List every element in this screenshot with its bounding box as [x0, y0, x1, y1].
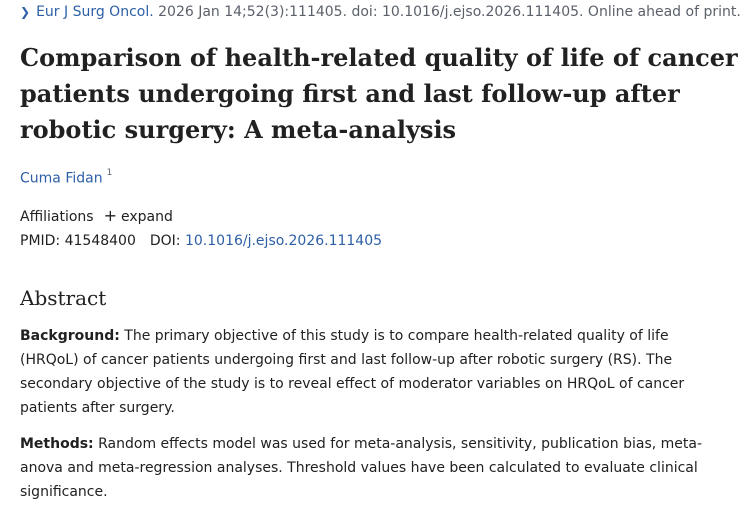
- doi-label: DOI:: [149, 233, 181, 249]
- plus-icon[interactable]: +: [103, 206, 117, 225]
- affiliations-row: Affiliations + expand: [20, 206, 173, 225]
- article-title: Comparison of health-related quality of …: [20, 43, 738, 144]
- expand-button[interactable]: expand: [121, 209, 173, 225]
- pmid-label: PMID:: [20, 233, 61, 249]
- methods-paragraph: Methods: Random effects model was used f…: [20, 432, 730, 504]
- pmid-value: 41548400: [64, 233, 136, 249]
- methods-text: Random effects model was used for meta-a…: [20, 436, 703, 500]
- background-paragraph: Background: The primary objective of thi…: [20, 324, 730, 420]
- citation-line: ❯ Eur J Surg Oncol. 2026 Jan 14;52(3):111…: [20, 4, 741, 20]
- abstract-heading: Abstract: [20, 286, 107, 310]
- chevron-right-icon: ❯: [20, 5, 31, 19]
- background-text: The primary objective of this study is t…: [20, 328, 685, 416]
- background-label: Background:: [20, 328, 120, 344]
- methods-label: Methods:: [20, 436, 94, 452]
- doi-link[interactable]: 10.1016/j.ejso.2026.111405: [184, 233, 383, 249]
- author-link[interactable]: Cuma Fidan: [20, 170, 103, 187]
- abstract-body: Background: The primary objective of thi…: [20, 324, 730, 516]
- affiliation-number[interactable]: 1: [106, 168, 113, 178]
- journal-link[interactable]: Eur J Surg Oncol.: [36, 4, 154, 20]
- author-list: Cuma Fidan 1: [20, 168, 113, 187]
- citation-details: 2026 Jan 14;52(3):111405. doi: 10.1016/j…: [158, 4, 741, 20]
- identifiers-row: PMID: 41548400 DOI: 10.1016/j.ejso.2026.1…: [20, 233, 382, 249]
- affiliations-label: Affiliations: [20, 209, 94, 225]
